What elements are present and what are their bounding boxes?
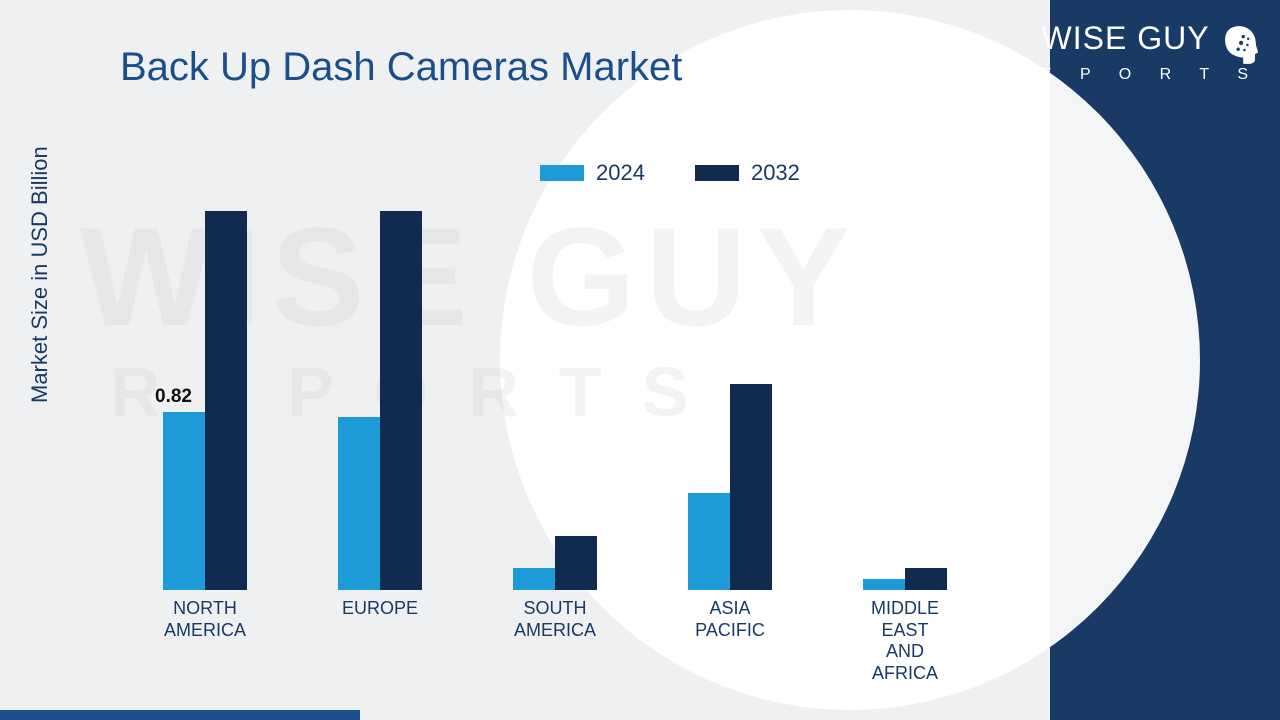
bar-2024 — [688, 493, 730, 591]
y-axis-label: Market Size in USD Billion — [27, 146, 53, 403]
legend-item-2032: 2032 — [695, 160, 800, 186]
bar-2032 — [730, 384, 772, 590]
bar-2024 — [513, 568, 555, 590]
bar-group — [845, 568, 965, 590]
x-axis-label: ASIAPACIFIC — [660, 598, 800, 641]
bar-2032 — [555, 536, 597, 590]
legend-label-2024: 2024 — [596, 160, 645, 186]
legend-swatch-2032 — [695, 165, 739, 181]
bar-group — [670, 384, 790, 590]
plot-area: 0.82NORTHAMERICAEUROPESOUTHAMERICAASIAPA… — [130, 200, 960, 590]
bottom-strip — [0, 710, 360, 720]
bar-2024 — [338, 417, 380, 590]
bar-group — [495, 536, 615, 590]
x-axis-label: EUROPE — [310, 598, 450, 620]
legend-item-2024: 2024 — [540, 160, 645, 186]
bar-2032 — [905, 568, 947, 590]
logo-main: WISE GUY — [1042, 20, 1210, 56]
x-axis-label: NORTHAMERICA — [135, 598, 275, 641]
legend: 2024 2032 — [540, 160, 800, 186]
bar-2024 — [163, 412, 205, 590]
bar-group — [320, 211, 440, 590]
chart-title: Back Up Dash Cameras Market — [120, 45, 682, 90]
bar-value-label: 0.82 — [155, 386, 192, 408]
legend-swatch-2024 — [540, 165, 584, 181]
x-axis-label: MIDDLEEASTANDAFRICA — [835, 598, 975, 684]
chart-area: 0.82NORTHAMERICAEUROPESOUTHAMERICAASIAPA… — [90, 200, 960, 590]
bar-2024 — [863, 579, 905, 590]
logo: WISE GUY R E P O R T S — [1001, 20, 1260, 84]
bar-2032 — [205, 211, 247, 590]
logo-sub: R E P O R T S — [1001, 66, 1260, 84]
head-icon — [1218, 24, 1260, 66]
bar-2032 — [380, 211, 422, 590]
x-axis-label: SOUTHAMERICA — [485, 598, 625, 641]
legend-label-2032: 2032 — [751, 160, 800, 186]
